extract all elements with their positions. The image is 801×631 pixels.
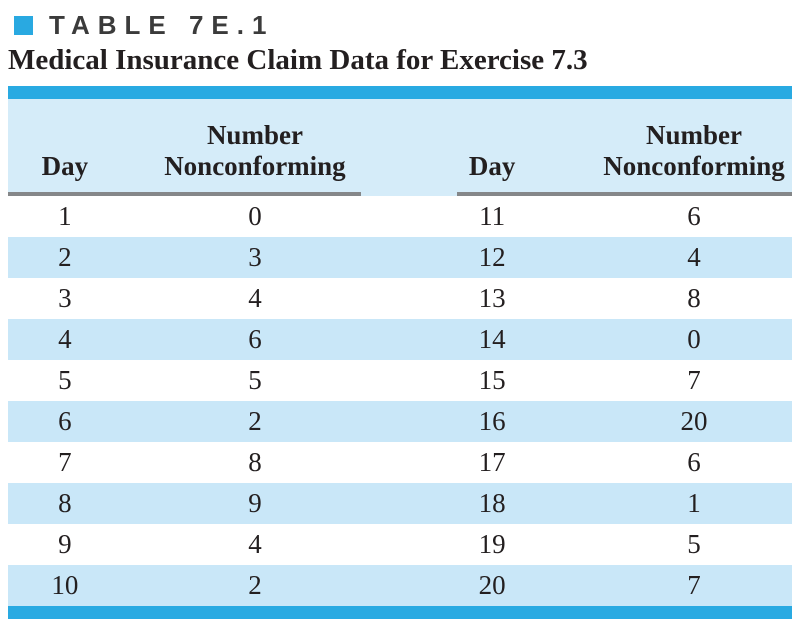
cell-nonconforming-right: 8 (687, 283, 701, 313)
cell-nonconforming-left: 2 (248, 406, 262, 436)
table-row: 6 2 16 20 (8, 401, 792, 442)
cell-nonconforming-right: 5 (687, 529, 701, 559)
table-rows: 1 0 11 6 2 3 12 4 3 4 13 8 4 6 14 0 5 5 … (8, 196, 792, 606)
header-nonconforming-left-line1: Number (206, 119, 303, 150)
data-table: Day Number Nonconforming Day Number Nonc… (8, 86, 792, 619)
header-nonconforming-left: Number Nonconforming (122, 120, 389, 182)
cell-nonconforming-right: 7 (687, 365, 701, 395)
cell-nonconforming-left: 8 (248, 447, 262, 477)
cell-nonconforming-left: 0 (248, 201, 262, 231)
top-rule-bar (8, 86, 792, 99)
header-underline-right (457, 192, 792, 196)
table-caption: Medical Insurance Claim Data for Exercis… (8, 44, 588, 76)
header-day-left: Day (41, 150, 89, 181)
cell-day-right: 18 (478, 488, 506, 518)
cell-day-right: 14 (478, 324, 506, 354)
cell-day-left: 8 (58, 488, 72, 518)
cell-day-right: 12 (478, 242, 506, 272)
cell-day-right: 17 (478, 447, 506, 477)
header-nonconforming-left-line2: Nonconforming (164, 150, 346, 181)
table-header: Day Number Nonconforming Day Number Nonc… (8, 99, 792, 196)
table-row: 2 3 12 4 (8, 237, 792, 278)
table-row: 1 0 11 6 (8, 196, 792, 237)
cell-nonconforming-left: 4 (248, 283, 262, 313)
cell-nonconforming-right: 4 (687, 242, 701, 272)
cell-day-right: 13 (478, 283, 506, 313)
table-number-label: TABLE 7E.1 (49, 10, 275, 40)
header-nonconforming-right: Number Nonconforming (596, 120, 792, 182)
cell-day-left: 7 (58, 447, 72, 477)
header-nonconforming-right-line1: Number (645, 119, 742, 150)
cell-nonconforming-right: 6 (687, 447, 701, 477)
cell-day-right: 16 (478, 406, 506, 436)
cell-nonconforming-right: 7 (687, 570, 701, 600)
cell-day-left: 9 (58, 529, 72, 559)
table-row: 10 2 20 7 (8, 565, 792, 606)
cell-nonconforming-right: 0 (687, 324, 701, 354)
cell-day-right: 15 (478, 365, 506, 395)
table-title-row: TABLE 7E.1 (14, 10, 274, 41)
cell-nonconforming-right: 1 (687, 488, 701, 518)
cell-nonconforming-left: 9 (248, 488, 262, 518)
cell-day-left: 6 (58, 406, 72, 436)
header-underline-left (8, 192, 361, 196)
cell-day-left: 4 (58, 324, 72, 354)
table-row: 9 4 19 5 (8, 524, 792, 565)
table-row: 7 8 17 6 (8, 442, 792, 483)
header-nonconforming-right-line2: Nonconforming (603, 150, 785, 181)
cell-nonconforming-left: 3 (248, 242, 262, 272)
cell-nonconforming-left: 6 (248, 324, 262, 354)
cell-day-right: 11 (479, 201, 506, 231)
cell-nonconforming-left: 4 (248, 529, 262, 559)
cell-day-left: 1 (58, 201, 72, 231)
cell-day-right: 19 (478, 529, 506, 559)
bottom-rule-bar (8, 606, 792, 619)
cell-nonconforming-right: 6 (687, 201, 701, 231)
header-day-right: Day (468, 150, 516, 181)
bullet-square-icon (14, 16, 33, 35)
table-row: 8 9 18 1 (8, 483, 792, 524)
cell-day-right: 20 (478, 570, 506, 600)
cell-nonconforming-right: 20 (680, 406, 708, 436)
cell-day-left: 3 (58, 283, 72, 313)
cell-day-left: 10 (51, 570, 79, 600)
table-row: 5 5 15 7 (8, 360, 792, 401)
cell-nonconforming-left: 5 (248, 365, 262, 395)
cell-nonconforming-left: 2 (248, 570, 262, 600)
cell-day-left: 5 (58, 365, 72, 395)
table-row: 3 4 13 8 (8, 278, 792, 319)
cell-day-left: 2 (58, 242, 72, 272)
table-row: 4 6 14 0 (8, 319, 792, 360)
